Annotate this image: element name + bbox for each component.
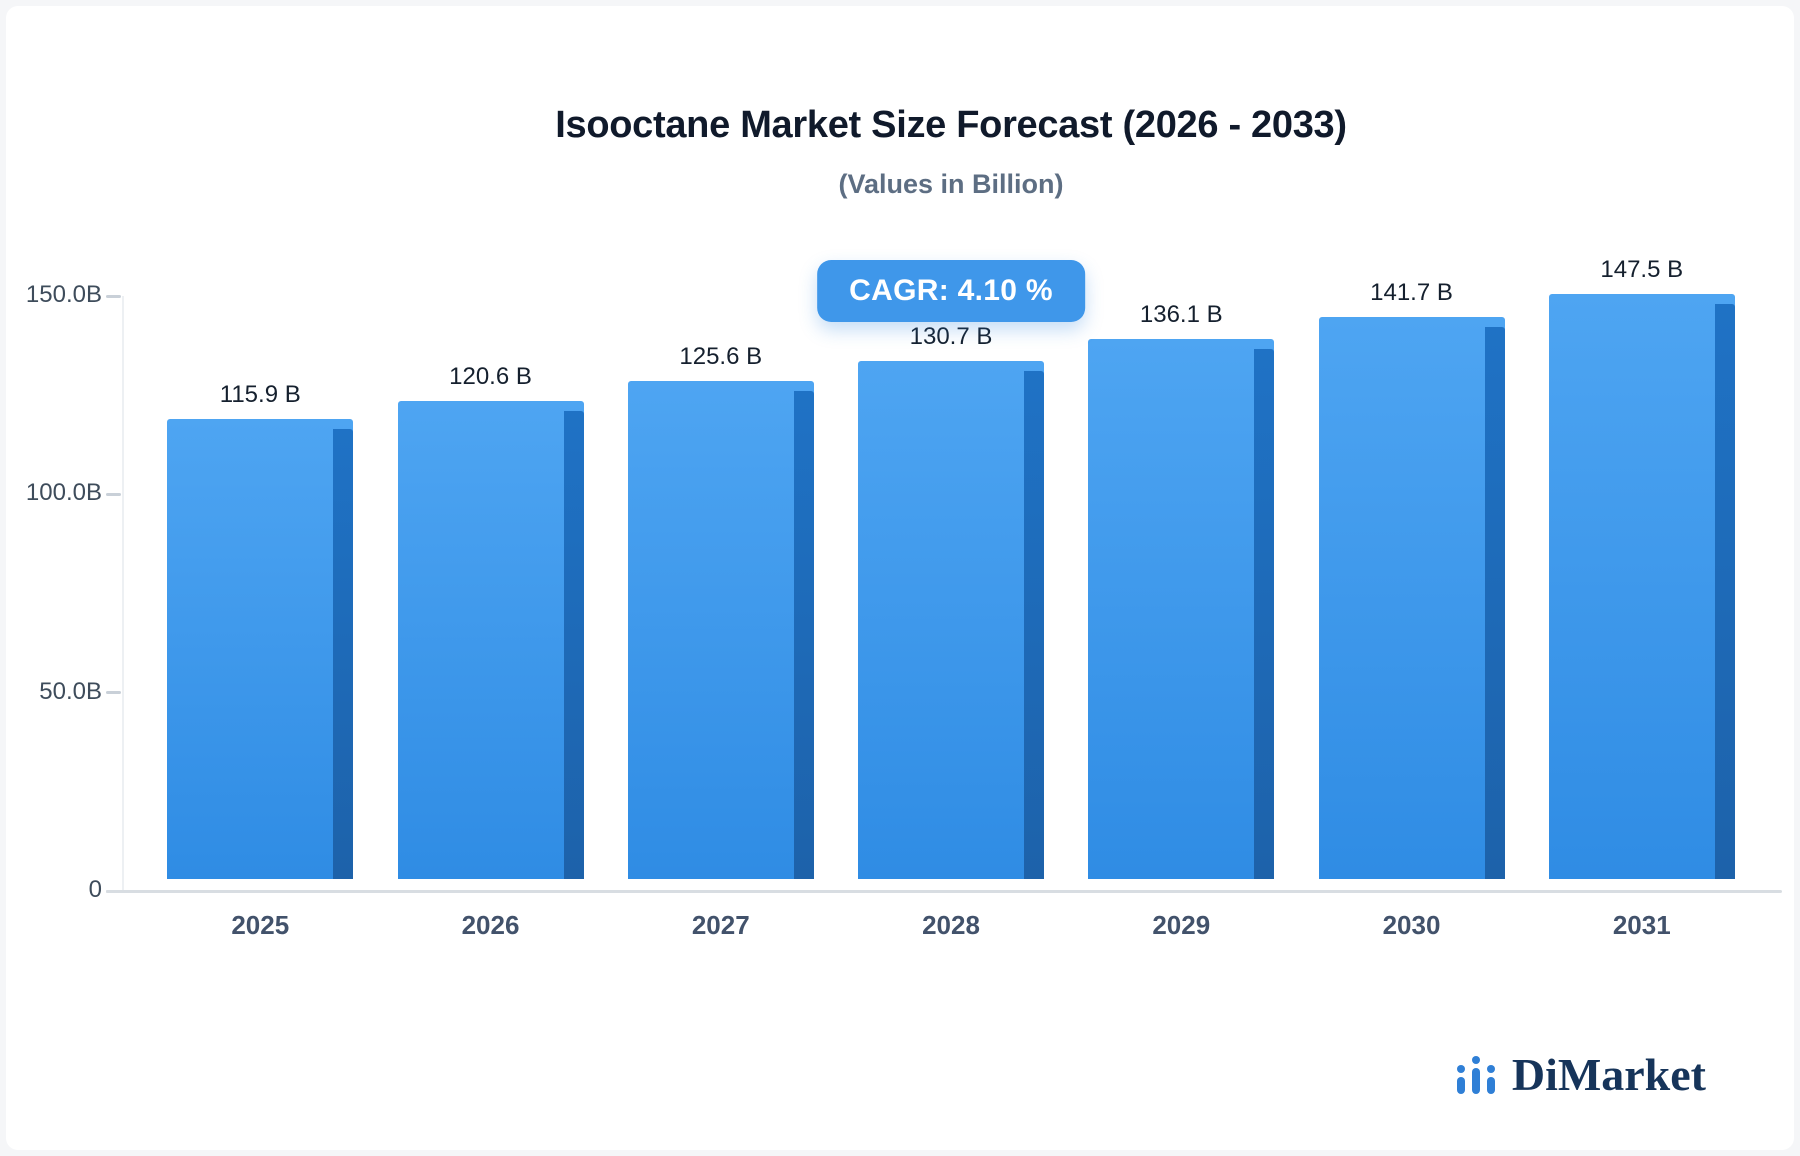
x-tick-label: 2031 [1612, 910, 1671, 940]
bar-group-2029: 136.1 B [1088, 301, 1275, 879]
bar-group-2026: 120.6 B [397, 363, 584, 879]
x-axis-labels: 2025 2026 2027 2028 2029 2030 2031 [123, 910, 1779, 941]
chart-canvas: Isooctane Market Size Forecast (2026 - 2… [6, 6, 1794, 1150]
bar-2028[interactable] [858, 361, 1044, 879]
y-tick-mark [106, 294, 121, 298]
bars-container: 115.9 B 120.6 B 125.6 B 130.7 B 136.1 B 141.7… [123, 199, 1779, 879]
bar-group-2027: 125.6 B [627, 343, 814, 879]
bar-value-label: 115.9 B [219, 381, 301, 408]
x-tick-label: 2030 [1382, 910, 1441, 940]
bar-group-2028: 130.7 B [858, 323, 1044, 879]
x-tick-label: 2027 [691, 910, 750, 940]
brand-name: DiMarket [1511, 1048, 1706, 1100]
bar-2029[interactable] [1088, 339, 1275, 879]
x-axis-line [106, 890, 1782, 893]
y-tick-label: 100.0B [25, 479, 102, 507]
y-axis-line [122, 296, 124, 892]
bar-value-label: 141.7 B [1370, 279, 1453, 306]
chart-subtitle: (Values in Billion) [838, 169, 1064, 199]
brand-logo: DiMarket [1454, 1048, 1706, 1101]
plot-area: 0 50.0B 100.0B 150.0B 115.9 B 120.6 B 125.6 B… [6, 6, 1794, 1150]
brand-chart-icon [1454, 1048, 1500, 1101]
bar-group-2030: 141.7 B [1318, 279, 1505, 879]
y-tick-label: 0 [88, 876, 102, 903]
bar-2025[interactable] [167, 419, 354, 879]
chart-title: Isooctane Market Size Forecast (2026 - 2… [555, 104, 1347, 146]
bar-2030[interactable] [1318, 317, 1505, 879]
y-tick-mark [106, 691, 121, 695]
bar-value-label: 130.7 B [909, 323, 993, 350]
y-tick-label: 50.0B [39, 677, 102, 705]
x-tick-label: 2028 [922, 910, 980, 940]
bar-group-2031: 147.5 B [1548, 256, 1735, 879]
y-tick-mark [106, 492, 121, 496]
bar-2031[interactable] [1548, 294, 1735, 879]
bar-2026[interactable] [397, 401, 584, 879]
x-tick-label: 2029 [1152, 910, 1211, 940]
x-tick-label: 2026 [461, 910, 520, 940]
bar-2027[interactable] [627, 381, 814, 879]
y-tick-label: 150.0B [25, 281, 102, 308]
bar-value-label: 120.6 B [449, 363, 532, 390]
bar-value-label: 125.6 B [679, 343, 763, 370]
bar-value-label: 136.1 B [1139, 301, 1223, 328]
cagr-badge: CAGR: 4.10 % [817, 260, 1085, 322]
bar-value-label: 147.5 B [1600, 256, 1684, 283]
bar-group-2025: 115.9 B [167, 381, 354, 879]
x-tick-label: 2025 [231, 910, 290, 940]
